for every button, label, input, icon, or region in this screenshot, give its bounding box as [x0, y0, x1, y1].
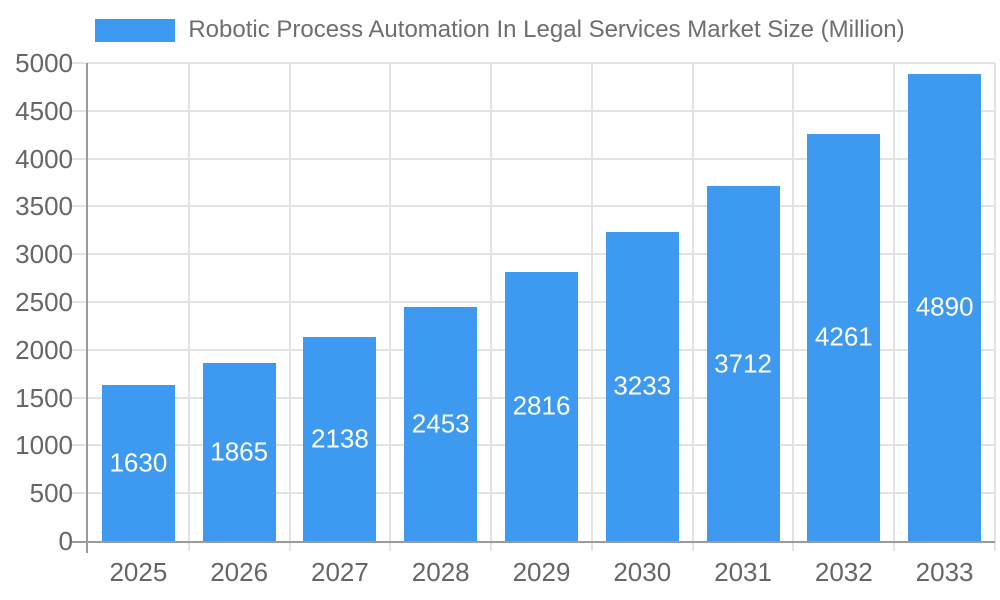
x-tick-label: 2032: [814, 557, 873, 587]
legend-item[interactable]: Robotic Process Automation In Legal Serv…: [0, 16, 1000, 44]
bar[interactable]: 2816: [505, 271, 578, 541]
grid-line-vertical: [893, 63, 896, 551]
y-tick-label: 4500: [15, 95, 73, 126]
legend-label: Robotic Process Automation In Legal Serv…: [188, 16, 905, 43]
bar[interactable]: 2453: [404, 306, 478, 541]
x-tick-label: 2026: [210, 557, 269, 587]
bar[interactable]: 1865: [202, 362, 276, 541]
x-tick-label: 2025: [109, 557, 168, 587]
y-tick-label: 3000: [15, 239, 73, 270]
grid-line-vertical: [490, 63, 493, 551]
y-tick-label: 1000: [15, 430, 73, 461]
bar[interactable]: 3712: [706, 186, 780, 541]
legend-swatch: [95, 18, 176, 42]
y-tick-label: 1500: [15, 382, 73, 413]
bar-value-label: 2138: [311, 423, 369, 454]
grid-line-horizontal: [72, 62, 995, 64]
y-tick-label: 5000: [15, 48, 73, 78]
bar-value-label: 2816: [512, 390, 571, 421]
bar-value-label: 4261: [814, 321, 873, 352]
y-axis-line: [86, 63, 88, 553]
x-tick-label: 2028: [411, 557, 470, 587]
bar-value-label: 1630: [109, 447, 168, 478]
x-axis-line: [72, 541, 995, 543]
plot-area: 1630 1865 2138 2453 2816 3233 3712 4261 4890 202…: [15, 49, 996, 587]
grid-line-horizontal: [72, 157, 995, 160]
grid-line-horizontal: [72, 253, 995, 256]
y-tick-label: 4000: [15, 143, 73, 174]
bar-value-label: 1865: [210, 436, 269, 467]
bar-value-label: 4890: [915, 291, 974, 322]
bar[interactable]: 4261: [807, 133, 881, 541]
bar[interactable]: 2138: [303, 336, 377, 541]
x-tick-label: 2031: [714, 557, 772, 587]
bar-value-label: 3712: [714, 348, 772, 379]
bar[interactable]: 4890: [908, 73, 982, 541]
y-tick-label: 0: [58, 526, 73, 556]
x-tick-label: 2029: [512, 557, 571, 587]
bar[interactable]: 1630: [101, 385, 175, 541]
grid-line-vertical: [389, 63, 392, 551]
grid-line-vertical: [994, 63, 996, 551]
x-tick-label: 2030: [613, 557, 672, 587]
grid-line-vertical: [288, 63, 291, 551]
y-tick-label: 3500: [15, 191, 73, 222]
bar-value-label: 2453: [411, 408, 470, 439]
bar[interactable]: 3233: [605, 231, 679, 541]
y-tick-label: 500: [29, 478, 73, 509]
bar-value-label: 3233: [613, 370, 672, 401]
x-tick-label: 2027: [311, 557, 369, 587]
grid-line-vertical: [187, 63, 190, 551]
grid-line-vertical: [590, 63, 593, 551]
grid-line-horizontal: [72, 109, 995, 112]
x-tick-label: 2033: [915, 557, 974, 587]
y-tick-label: 2500: [15, 287, 73, 317]
grid-line-vertical: [792, 63, 795, 551]
grid-line-horizontal: [72, 205, 995, 208]
grid-line-vertical: [691, 63, 694, 551]
y-tick-label: 2000: [15, 334, 73, 365]
